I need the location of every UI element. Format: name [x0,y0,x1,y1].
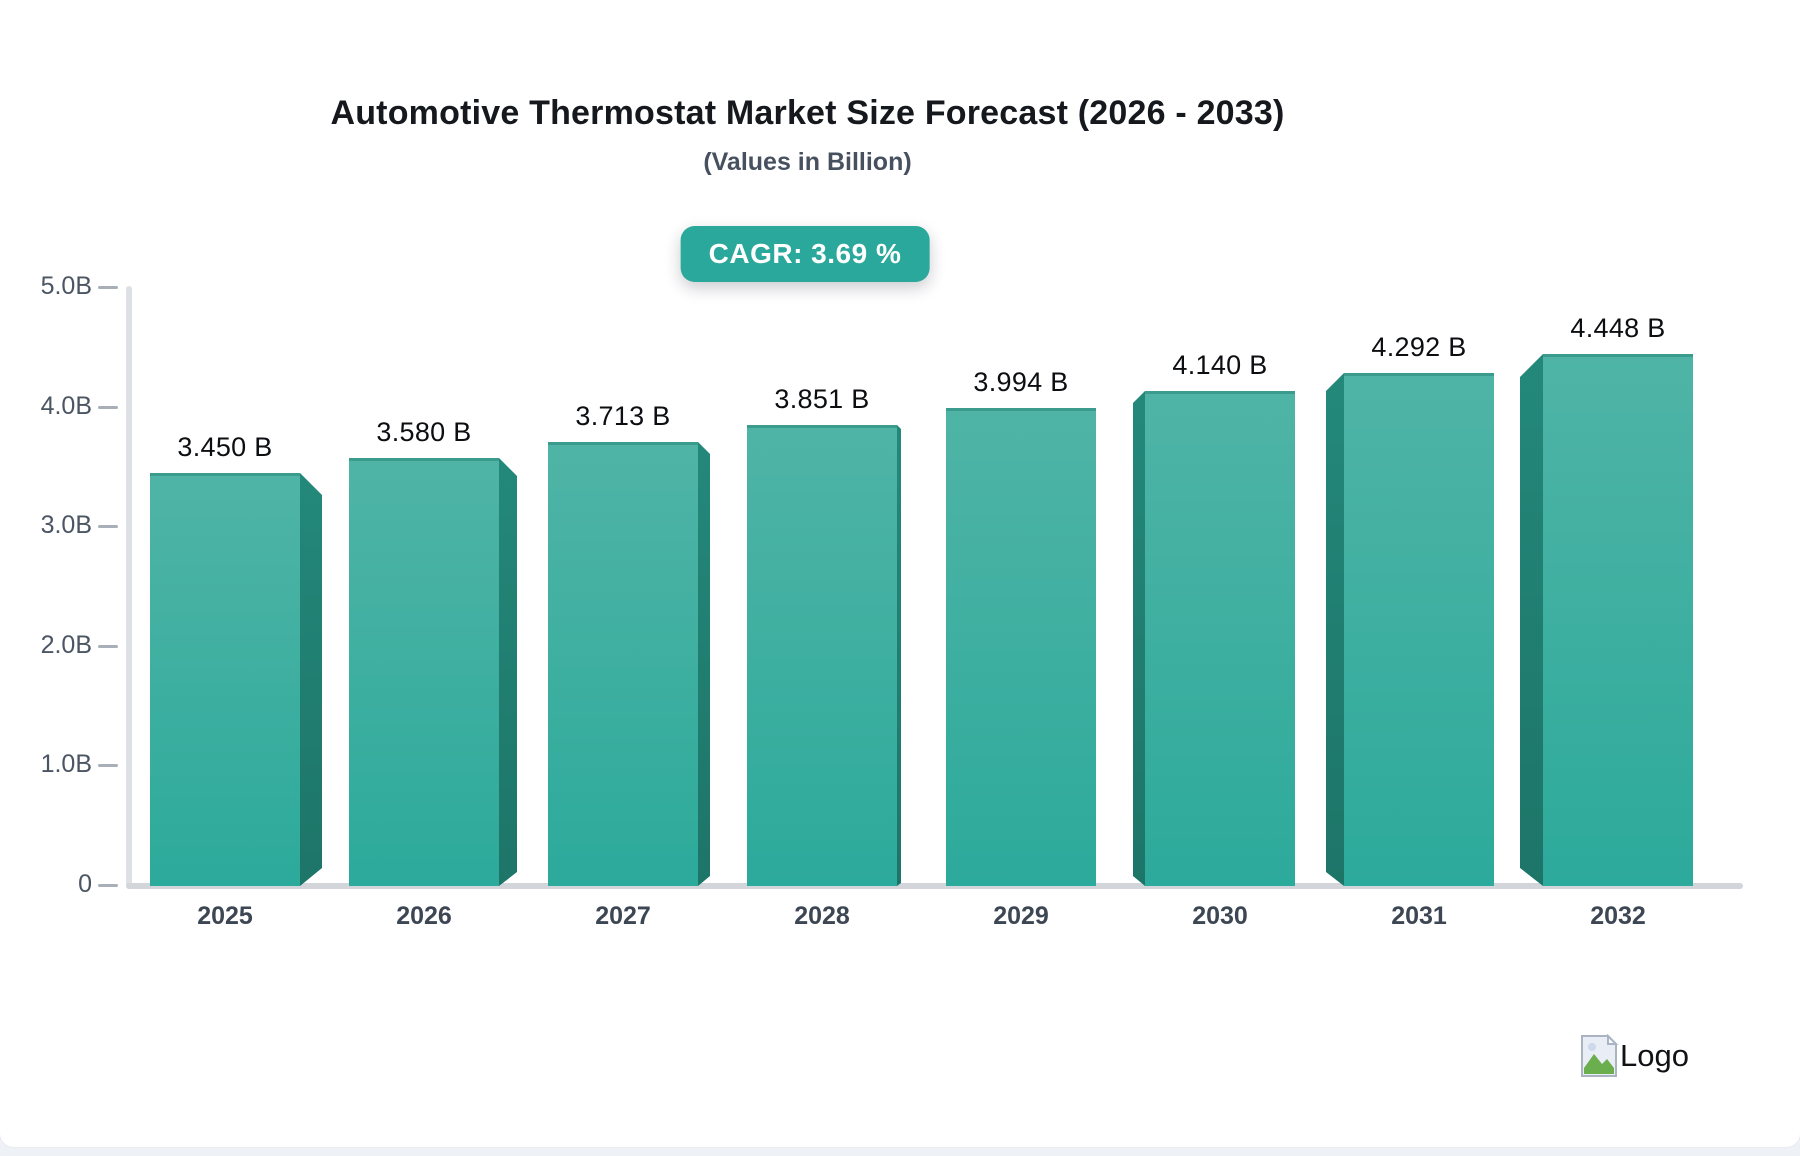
y-tick-mark [98,645,118,648]
y-tick-mark [98,406,118,409]
bar-3d-side [1326,373,1344,886]
bar-2032[interactable] [1543,354,1693,886]
bar-3d-side [1133,391,1145,886]
bar-value-label: 4.292 B [1371,332,1467,362]
bar-3d-side [1520,354,1543,886]
bar-2026[interactable] [349,458,499,886]
bar-value-label: 3.851 B [774,384,870,414]
y-tick-label: 3.0B [40,511,92,539]
x-tick-label: 2032 [1590,902,1646,930]
x-tick-label: 2025 [197,902,253,930]
bar-value-label: 3.580 B [376,417,472,447]
bar-2029[interactable] [946,408,1096,886]
bar-2027[interactable] [548,442,698,886]
bar-3d-side [698,442,710,886]
bar-value-label: 4.140 B [1172,350,1268,380]
bar-value-label: 3.713 B [575,401,671,431]
chart-subtitle: (Values in Billion) [703,148,912,176]
y-tick-label: 0 [78,870,92,898]
bar-value-label: 3.450 B [177,432,273,462]
x-tick-label: 2031 [1391,902,1447,930]
y-tick-mark [98,884,118,887]
y-axis-line [126,286,132,887]
bar-2025[interactable] [150,473,300,886]
cagr-badge: CAGR: 3.69 % [680,226,930,282]
x-tick-label: 2028 [794,902,850,930]
x-tick-label: 2027 [595,902,651,930]
plot-area: 3.450 B 3.580 B 3.713 B 3.851 B 3.994 B 4.140… [132,288,1741,886]
y-tick-mark [98,764,118,767]
y-tick-label: 2.0B [40,631,92,659]
y-tick-label: 5.0B [40,272,92,300]
broken-image-icon [1581,1034,1618,1077]
logo: Logo [1580,1034,1689,1078]
chart-title: Automotive Thermostat Market Size Foreca… [330,94,1285,132]
x-tick-label: 2026 [396,902,452,930]
logo-alt-text: Logo [1620,1038,1689,1073]
y-tick-mark [98,286,118,289]
y-tick-label: 1.0B [40,750,92,778]
bar-value-label: 3.994 B [973,367,1069,397]
bar-3d-side [499,458,517,886]
y-tick-mark [98,525,118,528]
x-tick-label: 2029 [993,902,1049,930]
bar-value-label: 4.448 B [1570,313,1666,343]
bar-3d-side [897,425,901,886]
bar-3d-side [300,473,322,886]
bar-2028[interactable] [747,425,897,886]
x-tick-label: 2030 [1192,902,1248,930]
bar-2030[interactable] [1145,391,1295,886]
x-axis-line [126,883,1743,889]
y-tick-label: 4.0B [40,392,92,420]
bar-2031[interactable] [1344,373,1494,886]
